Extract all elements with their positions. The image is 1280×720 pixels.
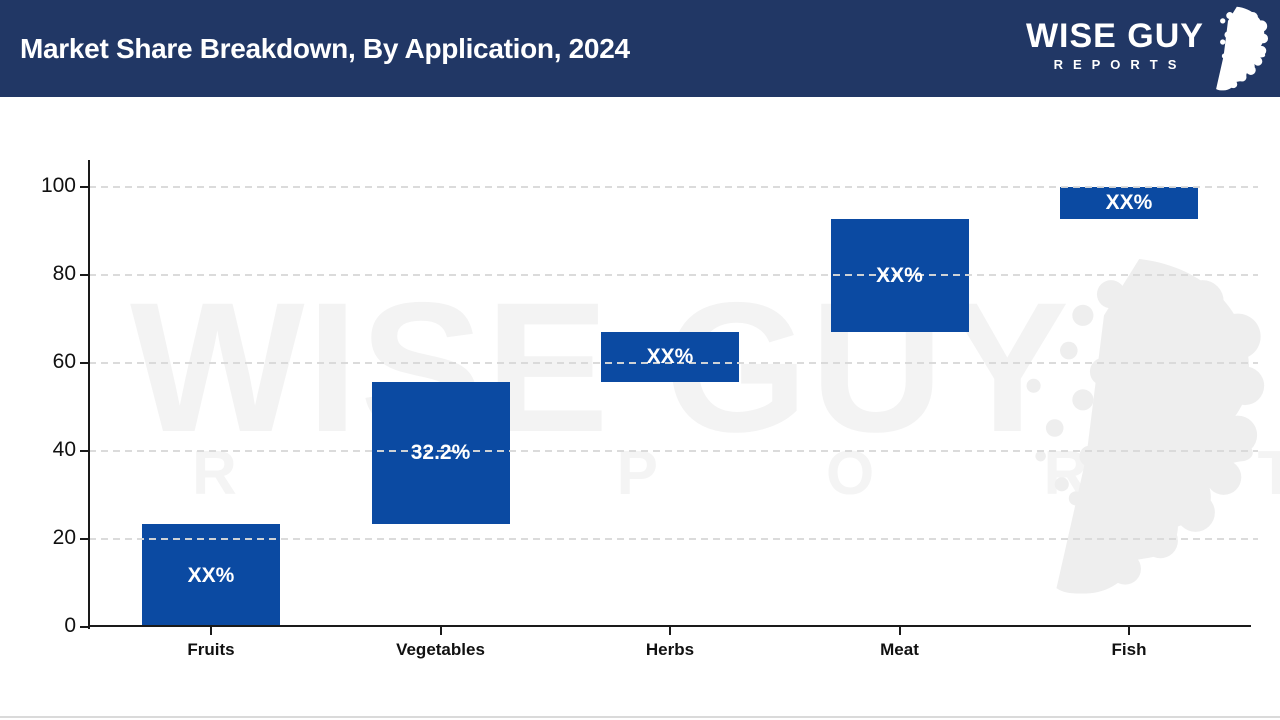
y-tick-label: 60 xyxy=(52,350,76,373)
logo-wordmark: WISE GUY xyxy=(1025,17,1204,55)
y-tickmark xyxy=(80,362,88,364)
bar-herbs xyxy=(601,332,739,383)
gridline-100 xyxy=(89,186,1258,188)
x-tickmark xyxy=(439,627,442,635)
x-tick-label-fruits: Fruits xyxy=(187,640,235,659)
gridline-80 xyxy=(89,274,1258,276)
y-tick-label: 80 xyxy=(52,262,76,285)
x-tick-label-meat: Meat xyxy=(880,640,919,659)
bar-fish xyxy=(1060,187,1198,220)
header-band: Market Share Breakdown, By Application, … xyxy=(0,0,1280,97)
y-tickmark xyxy=(80,450,88,452)
x-tickmark xyxy=(669,627,671,635)
y-tickmark xyxy=(80,186,88,188)
x-tick-label-herbs: Herbs xyxy=(645,640,695,659)
x-tickmark xyxy=(210,627,212,635)
x-tickmark xyxy=(1128,627,1130,635)
y-tickmark xyxy=(80,626,88,628)
y-axis-line xyxy=(88,160,90,629)
bar-value-label: XX% xyxy=(646,345,694,369)
bar-value-label: XX% xyxy=(1105,191,1153,215)
x-tick-label-fish: Fish xyxy=(1111,640,1147,659)
bar-vegetables xyxy=(371,382,510,525)
watermark-face-icon xyxy=(1026,259,1265,594)
x-axis-line xyxy=(88,625,1251,627)
gridline-20 xyxy=(89,538,1258,540)
bottom-divider xyxy=(0,716,1280,718)
gridline-40 xyxy=(89,450,1258,452)
logo-face-icon xyxy=(1216,6,1269,91)
x-tickmark xyxy=(898,627,901,635)
y-tickmark xyxy=(80,274,88,276)
y-tick-label: 0 xyxy=(64,614,76,637)
bar-value-label: 32.2% xyxy=(410,441,471,465)
bar-value-label: XX% xyxy=(876,263,923,287)
x-tick-label-vegetables: Vegetables xyxy=(396,640,485,659)
y-tick-label: 40 xyxy=(52,438,76,461)
gridline-60 xyxy=(89,362,1258,364)
bar-value-label: XX% xyxy=(187,563,235,587)
y-tickmark xyxy=(80,538,88,540)
y-tick-label: 20 xyxy=(52,526,76,549)
wise-guy-logo: WISE GUY REPORTS xyxy=(1025,0,1269,97)
y-tick-label: 100 xyxy=(40,174,76,197)
bar-fruits xyxy=(142,524,280,627)
logo-subtitle: REPORTS xyxy=(1053,57,1187,73)
page-title: Market Share Breakdown, By Application, … xyxy=(20,32,630,64)
